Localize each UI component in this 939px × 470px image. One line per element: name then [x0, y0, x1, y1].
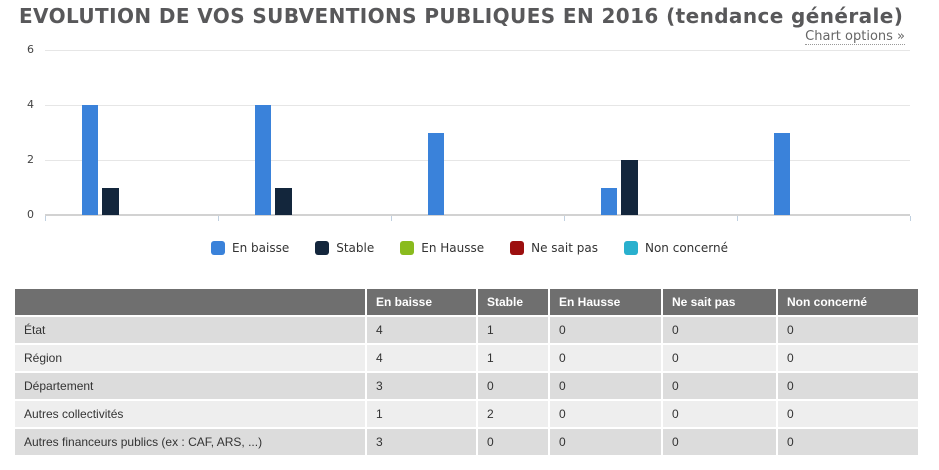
legend-label: En baisse — [232, 241, 290, 255]
legend-swatch — [623, 241, 638, 255]
chart-bar[interactable] — [254, 105, 272, 215]
row-label-cell: Région — [15, 345, 365, 371]
legend-swatch — [211, 241, 226, 255]
legend-item-en-hausse[interactable]: En Hausse — [400, 241, 484, 255]
chart-bar[interactable] — [275, 187, 292, 215]
value-cell: 0 — [550, 429, 661, 455]
value-cell: 2 — [478, 401, 548, 427]
value-cell: 0 — [550, 373, 661, 399]
value-cell: 1 — [478, 345, 548, 371]
x-axis-tick — [391, 216, 392, 221]
legend-item-stable[interactable]: Stable — [315, 241, 374, 255]
legend-swatch — [315, 241, 330, 255]
row-label-cell: État — [15, 317, 365, 343]
y-axis-label: 0 — [27, 208, 34, 221]
x-axis-tick — [564, 216, 565, 221]
value-cell: 4 — [367, 317, 476, 343]
legend-label: Non concerné — [644, 241, 728, 255]
legend-label: Ne sait pas — [531, 241, 598, 255]
table-row: Autres collectivités 1 2 0 0 0 — [15, 401, 918, 427]
chart-bar[interactable] — [621, 160, 638, 215]
value-cell: 0 — [550, 345, 661, 371]
legend-item-non-concerne[interactable]: Non concerné — [623, 241, 728, 255]
row-label-cell: Autres financeurs publics (ex : CAF, ARS… — [15, 429, 365, 455]
value-cell: 0 — [663, 317, 776, 343]
data-table: En baisse Stable En Hausse Ne sait pas Non c… — [13, 287, 920, 457]
gridline — [45, 105, 910, 106]
chart-bar[interactable] — [102, 187, 119, 215]
value-cell: 0 — [478, 373, 548, 399]
table-row: Département 3 0 0 0 0 — [15, 373, 918, 399]
value-cell: 0 — [663, 373, 776, 399]
y-axis-label: 2 — [27, 153, 34, 166]
table-header-cell: En Hausse — [550, 289, 661, 315]
x-axis-tick — [737, 216, 738, 221]
table-body: État 4 1 0 0 0 Région 4 1 0 0 0 Département 3 0 0 0 0 Autr… — [15, 317, 918, 455]
table-row: État 4 1 0 0 0 — [15, 317, 918, 343]
x-axis-tick — [218, 216, 219, 221]
table-row: Autres financeurs publics (ex : CAF, ARS… — [15, 429, 918, 455]
table-header-cell — [15, 289, 365, 315]
legend-label: En Hausse — [421, 241, 485, 255]
legend-item-ne-sait-pas[interactable]: Ne sait pas — [510, 241, 598, 255]
chart-bar[interactable] — [427, 132, 445, 215]
chart-options-link[interactable]: Chart options » — [805, 29, 905, 45]
table-header-cell: Non concerné — [778, 289, 918, 315]
table-header-cell: Ne sait pas — [663, 289, 776, 315]
value-cell: 1 — [478, 317, 548, 343]
chart-bar[interactable] — [773, 132, 791, 215]
legend-swatch — [510, 241, 525, 255]
chart-bar[interactable] — [81, 105, 99, 215]
bar-chart: 0 2 4 6 — [27, 43, 911, 221]
page-title: EVOLUTION DE VOS SUBVENTIONS PUBLIQUES E… — [19, 4, 904, 28]
y-axis-label: 6 — [27, 43, 34, 56]
value-cell: 3 — [367, 373, 476, 399]
table-row: Région 4 1 0 0 0 — [15, 345, 918, 371]
row-label-cell: Autres collectivités — [15, 401, 365, 427]
value-cell: 0 — [550, 317, 661, 343]
value-cell: 0 — [778, 345, 918, 371]
value-cell: 0 — [663, 345, 776, 371]
value-cell: 0 — [663, 401, 776, 427]
x-axis-tick — [45, 216, 46, 221]
value-cell: 0 — [778, 401, 918, 427]
value-cell: 0 — [778, 373, 918, 399]
table-header-cell: En baisse — [367, 289, 476, 315]
chart-legend: En baisse Stable En Hausse Ne sait pas Non c… — [0, 241, 939, 255]
table-header-cell: Stable — [478, 289, 548, 315]
value-cell: 0 — [663, 429, 776, 455]
gridline — [45, 160, 910, 161]
legend-label: Stable — [336, 241, 375, 255]
value-cell: 0 — [478, 429, 548, 455]
value-cell: 0 — [778, 429, 918, 455]
x-axis-line — [45, 214, 910, 216]
row-label-cell: Département — [15, 373, 365, 399]
value-cell: 0 — [550, 401, 661, 427]
y-axis-label: 4 — [27, 98, 34, 111]
chart-bar[interactable] — [600, 187, 618, 215]
legend-item-en-baisse[interactable]: En baisse — [211, 241, 289, 255]
value-cell: 3 — [367, 429, 476, 455]
x-axis-tick — [910, 216, 911, 221]
value-cell: 4 — [367, 345, 476, 371]
value-cell: 1 — [367, 401, 476, 427]
table-header-row: En baisse Stable En Hausse Ne sait pas Non c… — [15, 289, 918, 315]
legend-swatch — [400, 241, 415, 255]
gridline — [45, 50, 910, 51]
value-cell: 0 — [778, 317, 918, 343]
